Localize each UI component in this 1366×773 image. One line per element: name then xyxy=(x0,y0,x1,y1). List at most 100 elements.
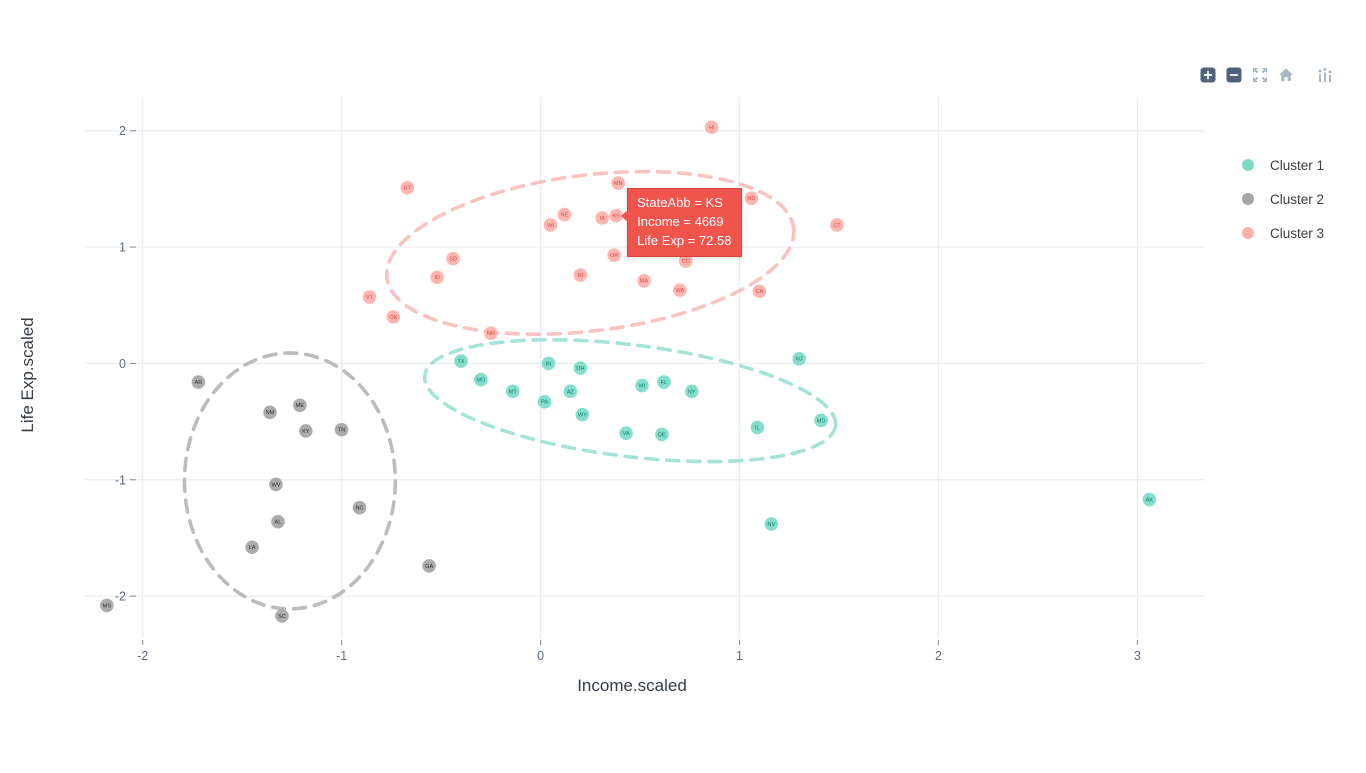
y-tick-label: 1 xyxy=(119,241,126,255)
legend-marker-icon xyxy=(1242,227,1254,239)
data-point-WY[interactable]: WY xyxy=(575,407,590,422)
data-point-PA[interactable]: PA xyxy=(537,395,552,409)
data-point-NJ[interactable]: NJ xyxy=(792,351,806,366)
cluster-ellipse-3 xyxy=(384,169,796,337)
tooltip-line-income: Income = 4669 xyxy=(637,213,724,229)
data-point-NE[interactable]: NE xyxy=(557,207,572,222)
data-points: TX MO IN OH PA AZ MT MI FL NY WY VA DE IL MD NJ NV AK AR ME… xyxy=(100,120,1157,623)
svg-text:CO: CO xyxy=(682,259,691,265)
data-point-MT[interactable]: MT xyxy=(505,384,520,399)
svg-text:MD: MD xyxy=(817,418,826,424)
legend-label: Cluster 2 xyxy=(1270,191,1325,207)
data-point-VA[interactable]: VA xyxy=(619,426,633,441)
data-point-MO[interactable]: MO xyxy=(474,372,488,387)
data-point-MN[interactable]: MN xyxy=(611,176,625,190)
data-point-MD[interactable]: MD xyxy=(814,413,828,428)
svg-text:AL: AL xyxy=(275,520,282,526)
x-tick-label: 0 xyxy=(537,649,544,663)
svg-text:MA: MA xyxy=(640,279,649,285)
data-point-NH[interactable]: NH xyxy=(484,326,498,340)
data-point-OK[interactable]: OK xyxy=(386,310,401,324)
svg-text:TX: TX xyxy=(457,359,464,365)
data-point-WV[interactable]: WV xyxy=(269,477,283,492)
svg-text:SC: SC xyxy=(278,614,286,620)
svg-text:ND: ND xyxy=(747,196,755,202)
data-point-NC[interactable]: NC xyxy=(352,500,367,515)
data-point-ME[interactable]: ME xyxy=(293,398,307,413)
legend-label: Cluster 1 xyxy=(1270,157,1325,173)
data-point-SC[interactable]: SC xyxy=(275,609,289,623)
data-point-OH[interactable]: OH xyxy=(573,361,588,375)
legend-item-cluster-2[interactable]: Cluster 2 xyxy=(1242,182,1324,216)
home-icon[interactable] xyxy=(1276,66,1295,85)
svg-text:MN: MN xyxy=(614,181,623,187)
data-point-OR[interactable]: OR xyxy=(607,248,621,263)
legend-item-cluster-3[interactable]: Cluster 3 xyxy=(1242,216,1324,250)
svg-text:ID: ID xyxy=(434,275,440,281)
data-point-AR[interactable]: AR xyxy=(191,375,206,389)
data-point-CA[interactable]: CA xyxy=(752,284,767,299)
data-point-GA[interactable]: GA xyxy=(422,559,436,573)
svg-text:VA: VA xyxy=(623,431,630,437)
svg-text:OH: OH xyxy=(576,366,584,372)
svg-text:VT: VT xyxy=(366,295,374,301)
svg-text:DE: DE xyxy=(658,432,666,438)
data-point-MA[interactable]: MA xyxy=(637,274,651,288)
plotly-logo-icon[interactable] xyxy=(1315,66,1334,85)
data-point-FL[interactable]: FL xyxy=(657,375,671,389)
x-tick-label: -1 xyxy=(336,649,347,663)
data-point-AZ[interactable]: AZ xyxy=(563,384,578,399)
legend-label: Cluster 3 xyxy=(1270,225,1325,241)
zoom-out-button[interactable] xyxy=(1224,66,1243,85)
data-point-WI[interactable]: WI xyxy=(543,218,558,232)
data-point-AL[interactable]: AL xyxy=(271,514,285,529)
data-point-WA[interactable]: WA xyxy=(673,283,687,297)
data-point-TX[interactable]: TX xyxy=(454,354,468,368)
data-point-KS[interactable]: KS xyxy=(609,208,623,223)
data-point-MS[interactable]: MS xyxy=(100,598,114,613)
svg-text:NV: NV xyxy=(767,522,775,528)
autoscale-button[interactable] xyxy=(1250,66,1269,85)
cluster-ellipse-1 xyxy=(422,337,838,464)
y-tick-label: -1 xyxy=(115,473,126,487)
data-point-IN[interactable]: IN xyxy=(541,356,556,371)
data-point-MI[interactable]: MI xyxy=(635,378,649,393)
svg-text:IL: IL xyxy=(755,425,760,431)
data-point-LA[interactable]: LA xyxy=(245,540,259,555)
svg-text:AR: AR xyxy=(195,380,203,386)
svg-text:RI: RI xyxy=(578,273,584,279)
data-point-AK[interactable]: AK xyxy=(1142,492,1157,507)
legend-item-cluster-1[interactable]: Cluster 1 xyxy=(1242,148,1324,182)
data-point-IA[interactable]: IA xyxy=(595,211,610,225)
zoom-in-button[interactable] xyxy=(1198,66,1217,85)
data-point-ID[interactable]: ID xyxy=(430,270,444,285)
data-point-DE[interactable]: DE xyxy=(655,427,669,442)
svg-text:LA: LA xyxy=(249,545,256,551)
svg-text:ME: ME xyxy=(296,403,305,409)
data-point-IL[interactable]: IL xyxy=(750,420,765,435)
legend: Cluster 1 Cluster 2 Cluster 3 xyxy=(1242,148,1324,250)
svg-text:WA: WA xyxy=(675,288,684,294)
y-tick-label: -2 xyxy=(115,590,126,604)
data-point-UT[interactable]: UT xyxy=(400,180,415,195)
cluster-ellipses xyxy=(182,169,838,611)
data-point-RI[interactable]: RI xyxy=(573,268,588,282)
data-point-HI[interactable]: HI xyxy=(704,120,719,135)
svg-text:NJ: NJ xyxy=(796,357,803,363)
svg-text:IA: IA xyxy=(600,216,606,222)
data-point-KY[interactable]: KY xyxy=(299,424,313,438)
svg-text:GA: GA xyxy=(425,564,433,570)
svg-text:IN: IN xyxy=(546,361,552,367)
data-point-ND[interactable]: ND xyxy=(744,191,759,206)
data-point-NM[interactable]: NM xyxy=(263,405,277,420)
legend-marker-icon xyxy=(1242,159,1254,171)
data-point-NV[interactable]: NV xyxy=(764,517,779,531)
data-point-CT[interactable]: CT xyxy=(830,218,844,232)
data-point-CO[interactable]: CO xyxy=(678,254,693,268)
data-point-TN[interactable]: TN xyxy=(334,422,349,437)
data-point-NY[interactable]: NY xyxy=(684,384,699,399)
data-point-VT[interactable]: VT xyxy=(362,290,377,304)
data-point-SD[interactable]: SD xyxy=(446,251,460,266)
